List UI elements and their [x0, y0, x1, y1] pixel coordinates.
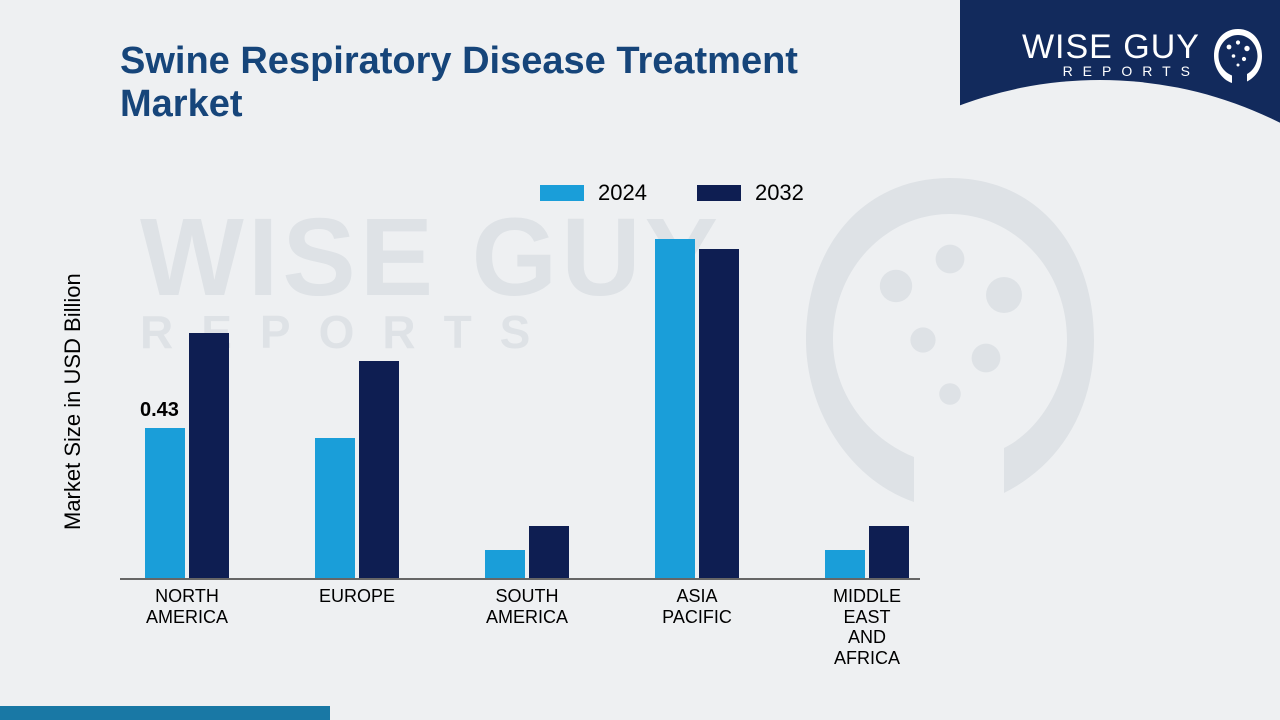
legend-item-2024: 2024 [540, 180, 647, 206]
bar [145, 428, 185, 579]
category-label: MIDDLEEASTANDAFRICA [797, 586, 937, 669]
footer-accent-bar [0, 706, 330, 720]
logo-head-icon [1208, 26, 1268, 86]
logo: WISE GUY REPORTS [1022, 28, 1200, 79]
bar-group: EUROPE [315, 361, 399, 578]
bar [655, 239, 695, 579]
bar [359, 361, 399, 578]
bar-group: SOUTHAMERICA [485, 526, 569, 579]
bar [189, 333, 229, 578]
logo-line1: WISE GUY [1022, 28, 1200, 67]
category-label: SOUTHAMERICA [457, 586, 597, 627]
plot-area: 0.43 NORTHAMERICAEUROPESOUTHAMERICAASIAP… [120, 210, 920, 580]
legend-swatch-2024 [540, 185, 584, 201]
page-root: WISE GUY REPORTS WISE GUY REPORTS Swine … [0, 0, 1280, 720]
bar [529, 526, 569, 579]
legend: 2024 2032 [540, 180, 804, 206]
legend-label-2032: 2032 [755, 180, 804, 206]
bar [869, 526, 909, 579]
bar [315, 438, 355, 578]
category-label: NORTHAMERICA [117, 586, 257, 627]
chart-title: Swine Respiratory Disease Treatment Mark… [120, 40, 820, 126]
legend-item-2032: 2032 [697, 180, 804, 206]
category-label: ASIAPACIFIC [627, 586, 767, 627]
legend-swatch-2032 [697, 185, 741, 201]
legend-label-2024: 2024 [598, 180, 647, 206]
bar [699, 249, 739, 578]
bar-group: MIDDLEEASTANDAFRICA [825, 526, 909, 579]
bar-group: ASIAPACIFIC [655, 239, 739, 579]
bar [825, 550, 865, 578]
bar [485, 550, 525, 578]
category-label: EUROPE [287, 586, 427, 607]
x-axis-line [120, 578, 920, 580]
y-axis-label: Market Size in USD Billion [60, 273, 86, 530]
bar-group: NORTHAMERICA [145, 333, 229, 578]
